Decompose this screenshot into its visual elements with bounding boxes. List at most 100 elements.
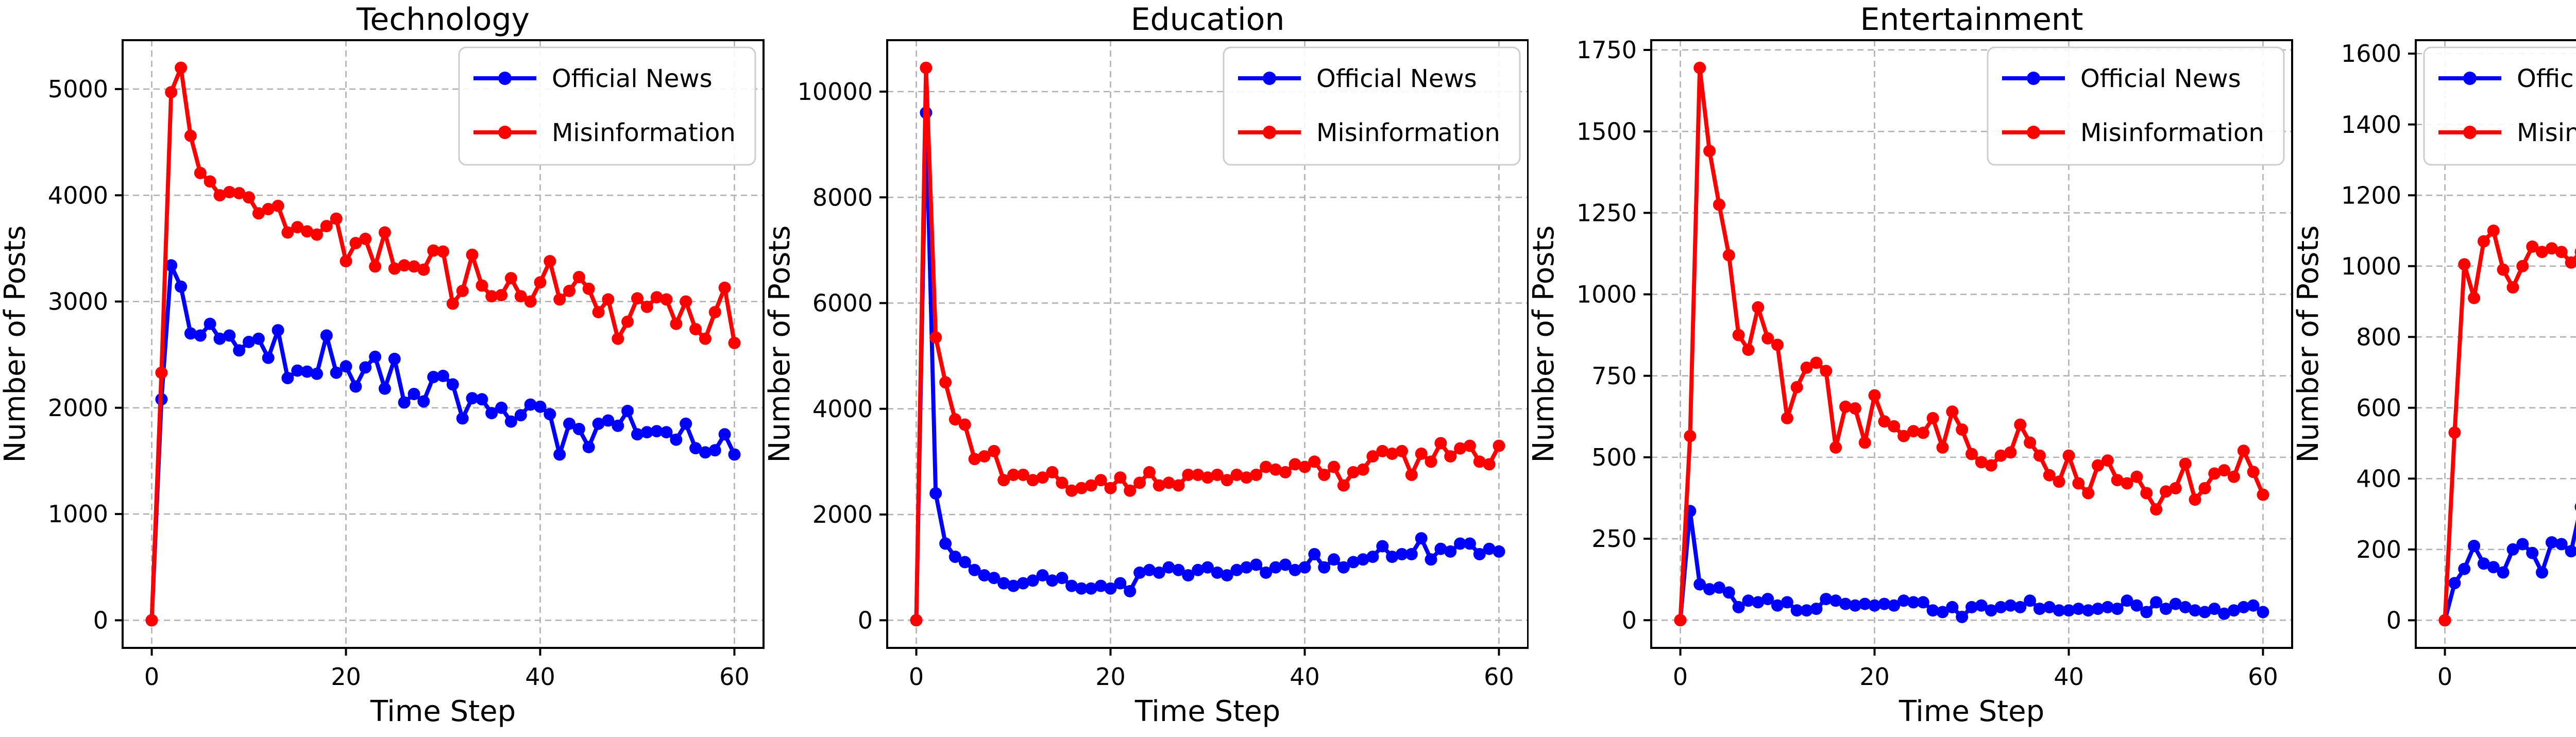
data-point [1181, 569, 1194, 582]
tick-labels: 0 20 40 60 0 250 500 750 1000 1250 1500 1750 [1577, 36, 2278, 691]
data-point [1084, 479, 1097, 492]
data-point [359, 361, 372, 374]
data-point [2555, 538, 2568, 551]
data-point [1289, 563, 1301, 576]
data-point [2062, 449, 2075, 462]
series-official-news [910, 106, 1505, 627]
y-tick-label: 4000 [812, 395, 872, 423]
data-point [968, 453, 981, 466]
data-point [544, 255, 556, 268]
data-point [252, 332, 265, 345]
data-point [281, 372, 294, 384]
data-point [1771, 599, 1784, 612]
data-point [388, 262, 401, 275]
data-point [1771, 338, 1784, 351]
data-point [2179, 457, 2192, 470]
y-tick-label: 2000 [812, 501, 872, 528]
data-point [504, 272, 517, 285]
data-point [2565, 256, 2576, 269]
data-point [1317, 469, 1330, 481]
data-point [1965, 601, 1978, 613]
data-point [194, 329, 207, 342]
data-point [1221, 474, 1233, 487]
data-point [2526, 546, 2538, 559]
data-point [1829, 594, 1842, 607]
data-point [1713, 198, 1725, 211]
data-point [369, 260, 382, 273]
data-point [582, 282, 595, 295]
data-point [602, 293, 615, 306]
data-point [291, 364, 304, 377]
data-point [1007, 579, 1020, 592]
data-point [427, 371, 440, 383]
data-point [340, 255, 352, 268]
data-point [2189, 604, 2201, 617]
data-point [670, 317, 683, 330]
y-tick-label: 200 [2356, 536, 2401, 563]
data-point [544, 408, 556, 421]
data-point [958, 418, 971, 431]
data-point [2160, 603, 2172, 615]
y-tick-label: 250 [1591, 525, 1637, 553]
chart-health: 020406002004006008001000120014001600Heal… [2293, 0, 2576, 737]
data-point [2497, 566, 2510, 579]
data-point [233, 187, 246, 200]
data-point [563, 284, 575, 297]
data-point [165, 259, 178, 272]
data-point [262, 351, 275, 364]
data-point [1975, 599, 1988, 612]
y-axis-label: Number of Posts [2293, 226, 2325, 463]
data-point [2160, 485, 2172, 498]
data-point [1742, 344, 1755, 356]
data-point [534, 276, 547, 289]
data-point [1045, 574, 1058, 587]
data-point [1123, 484, 1136, 497]
data-point [330, 366, 343, 379]
x-axis-label: Time Step [1134, 695, 1280, 728]
data-point [699, 446, 711, 459]
data-point [1104, 582, 1116, 595]
data-point [1829, 441, 1842, 454]
data-point [1752, 596, 1765, 609]
data-point [1259, 566, 1272, 579]
data-point [1493, 545, 1505, 558]
legend-label: Misinformation [2080, 118, 2264, 147]
data-point [2082, 487, 2095, 500]
x-tick-label: 0 [144, 663, 159, 691]
data-point [2004, 446, 2017, 459]
data-point [456, 412, 469, 425]
data-point [2053, 475, 2065, 488]
data-point [524, 295, 537, 308]
axes-spines [886, 39, 1529, 649]
legend-entry-official-news: Official News [1238, 64, 1477, 93]
data-point [1143, 563, 1156, 576]
data-point [680, 295, 692, 308]
data-point [1790, 604, 1803, 617]
data-point [2458, 258, 2470, 271]
data-point [1888, 420, 1901, 433]
data-point [2487, 225, 2500, 237]
data-point [233, 344, 246, 357]
chart-entertainment: 0 20 40 60 0 250 500 750 1000 1250 1500 1750 Enterta… [1529, 0, 2293, 737]
data-point [2198, 482, 2211, 494]
data-point [2072, 477, 2085, 490]
data-point [1191, 469, 1204, 481]
data-point [1453, 442, 1466, 455]
data-point [485, 290, 498, 303]
y-tick-label: 1600 [2341, 40, 2401, 67]
data-point [359, 232, 372, 245]
data-point [1327, 460, 1340, 473]
chart-panel-education: 0 20 40 60 0 2000 4000 6000 8000 10000 Education Ti… [764, 0, 1529, 737]
data-point [1936, 606, 1949, 619]
data-point [495, 289, 508, 302]
data-point [1810, 603, 1823, 615]
data-point [2014, 601, 2027, 613]
x-tick-label: 0 [1673, 663, 1688, 691]
data-point [2062, 604, 2075, 617]
data-point [929, 487, 942, 500]
legend-entry-misinformation: Misinformation [2438, 118, 2576, 147]
data-point [919, 61, 932, 74]
data-point [1007, 469, 1020, 481]
data-point [631, 428, 643, 441]
data-point [495, 401, 508, 414]
